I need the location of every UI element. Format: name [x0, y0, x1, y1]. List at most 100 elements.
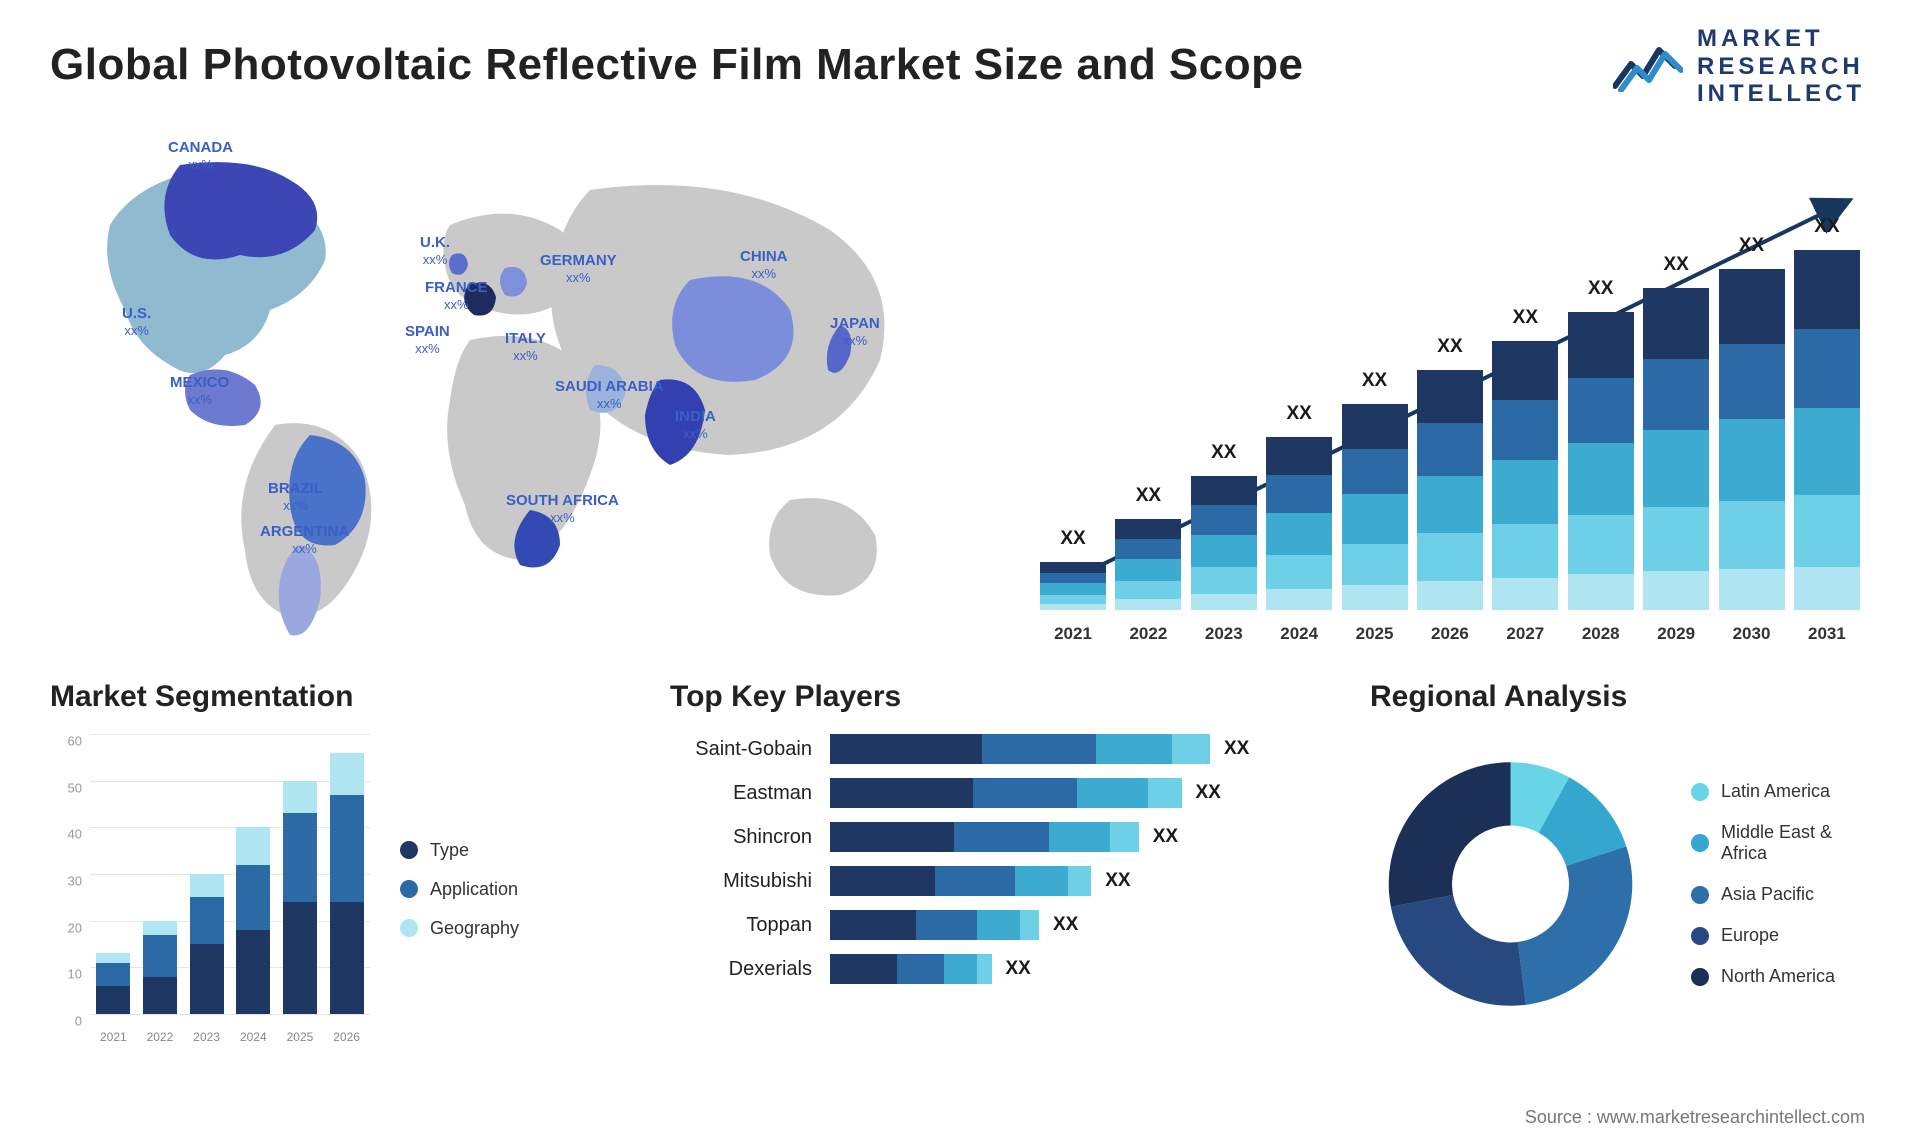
segmentation-legend: TypeApplicationGeography [400, 734, 519, 1044]
seg-year-label: 2025 [283, 1030, 317, 1044]
player-bar-seg [916, 910, 978, 940]
player-bar-seg [830, 866, 935, 896]
growth-bar-label: XX [1492, 307, 1558, 329]
legend-label: Asia Pacific [1721, 884, 1814, 905]
player-name: Toppan [670, 914, 830, 937]
player-bar [830, 778, 1182, 808]
growth-year-label: 2029 [1643, 624, 1709, 644]
growth-year-label: 2023 [1191, 624, 1257, 644]
player-row: ShincronXX [670, 822, 1310, 852]
world-map: CANADAxx%U.S.xx%MEXICOxx%BRAZILxx%ARGENT… [50, 130, 970, 650]
player-value: XX [1210, 738, 1249, 760]
seg-year-label: 2022 [143, 1030, 177, 1044]
growth-seg [1115, 519, 1181, 539]
y-tick: 60 [68, 734, 82, 749]
player-name: Dexerials [670, 958, 830, 981]
legend-label: Application [430, 879, 518, 900]
growth-seg [1492, 578, 1558, 610]
growth-year-label: 2028 [1568, 624, 1634, 644]
regional-legend: Latin AmericaMiddle East & AfricaAsia Pa… [1691, 781, 1870, 987]
growth-seg [1342, 585, 1408, 610]
growth-seg [1040, 604, 1106, 610]
growth-seg [1040, 562, 1106, 573]
seg-bar-segment [143, 935, 177, 977]
player-name: Eastman [670, 782, 830, 805]
seg-bar-segment [283, 813, 317, 902]
player-bar-seg [935, 866, 1016, 896]
growth-year-label: 2031 [1794, 624, 1860, 644]
growth-seg [1266, 555, 1332, 590]
growth-seg [1417, 476, 1483, 534]
regional-legend-item: Europe [1691, 925, 1870, 946]
player-bar-seg [1110, 822, 1139, 852]
seg-year-label: 2021 [96, 1030, 130, 1044]
seg-bar-segment [190, 897, 224, 944]
legend-dot [1691, 968, 1709, 986]
map-label-south-africa: SOUTH AFRICAxx% [506, 492, 619, 526]
growth-seg [1266, 437, 1332, 475]
donut-slice-europe [1391, 895, 1526, 1006]
seg-bar-2026 [330, 753, 364, 1014]
growth-seg [1568, 443, 1634, 514]
legend-dot [400, 919, 418, 937]
map-region-aus [769, 498, 877, 595]
player-bar-seg [982, 734, 1096, 764]
seg-year-label: 2026 [330, 1030, 364, 1044]
growth-bar-label: XX [1794, 216, 1860, 238]
growth-bar-label: XX [1719, 235, 1785, 257]
player-bar [830, 822, 1139, 852]
growth-year-label: 2026 [1417, 624, 1483, 644]
legend-dot [1691, 834, 1709, 852]
player-bar [830, 866, 1091, 896]
seg-bar-segment [330, 795, 364, 902]
page-title: Global Photovoltaic Reflective Film Mark… [50, 40, 1870, 90]
player-bar-seg [897, 954, 945, 984]
legend-label: North America [1721, 966, 1835, 987]
growth-seg [1191, 594, 1257, 610]
growth-seg [1417, 423, 1483, 476]
growth-bar-label: XX [1266, 403, 1332, 425]
legend-dot [400, 880, 418, 898]
player-value: XX [1039, 914, 1078, 936]
player-bar-seg [830, 778, 973, 808]
seg-bar-segment [283, 781, 317, 814]
player-value: XX [1182, 782, 1221, 804]
growth-seg [1266, 513, 1332, 554]
growth-seg [1191, 505, 1257, 535]
map-label-u-k-: U.K.xx% [420, 234, 450, 268]
legend-label: Geography [430, 918, 519, 939]
player-bar-seg [1096, 734, 1172, 764]
logo-line3: INTELLECT [1697, 80, 1865, 108]
growth-chart: XXXXXXXXXXXXXXXXXXXXXX 20212022202320242… [1030, 130, 1870, 650]
seg-bar-segment [190, 874, 224, 897]
source-label: Source : www.marketresearchintellect.com [1525, 1107, 1865, 1128]
logo-text: MARKET RESEARCH INTELLECT [1697, 25, 1865, 108]
player-bar-seg [830, 822, 954, 852]
growth-seg [1643, 359, 1709, 430]
player-bar-seg [977, 954, 991, 984]
growth-seg [1040, 583, 1106, 595]
growth-seg [1266, 589, 1332, 610]
growth-bar-label: XX [1568, 278, 1634, 300]
regional-legend-item: Middle East & Africa [1691, 822, 1870, 864]
map-region-canada [164, 162, 317, 259]
player-bar [830, 954, 992, 984]
growth-seg [1568, 312, 1634, 377]
seg-bar-segment [190, 944, 224, 1014]
legend-label: Europe [1721, 925, 1779, 946]
segmentation-title: Market Segmentation [50, 680, 610, 714]
growth-bar-label: XX [1643, 254, 1709, 276]
map-label-u-s-: U.S.xx% [122, 305, 151, 339]
regional-legend-item: Asia Pacific [1691, 884, 1870, 905]
segmentation-panel: Market Segmentation 0102030405060 202120… [50, 680, 610, 1044]
player-bar-seg [954, 822, 1049, 852]
seg-bar-segment [143, 921, 177, 935]
map-label-saudi-arabia: SAUDI ARABIAxx% [555, 378, 664, 412]
player-bar-seg [973, 778, 1078, 808]
seg-bar-segment [283, 902, 317, 1014]
player-row: Saint-GobainXX [670, 734, 1310, 764]
growth-seg [1643, 571, 1709, 610]
map-label-germany: GERMANYxx% [540, 252, 617, 286]
seg-legend-item: Application [400, 879, 519, 900]
growth-seg [1492, 341, 1558, 400]
